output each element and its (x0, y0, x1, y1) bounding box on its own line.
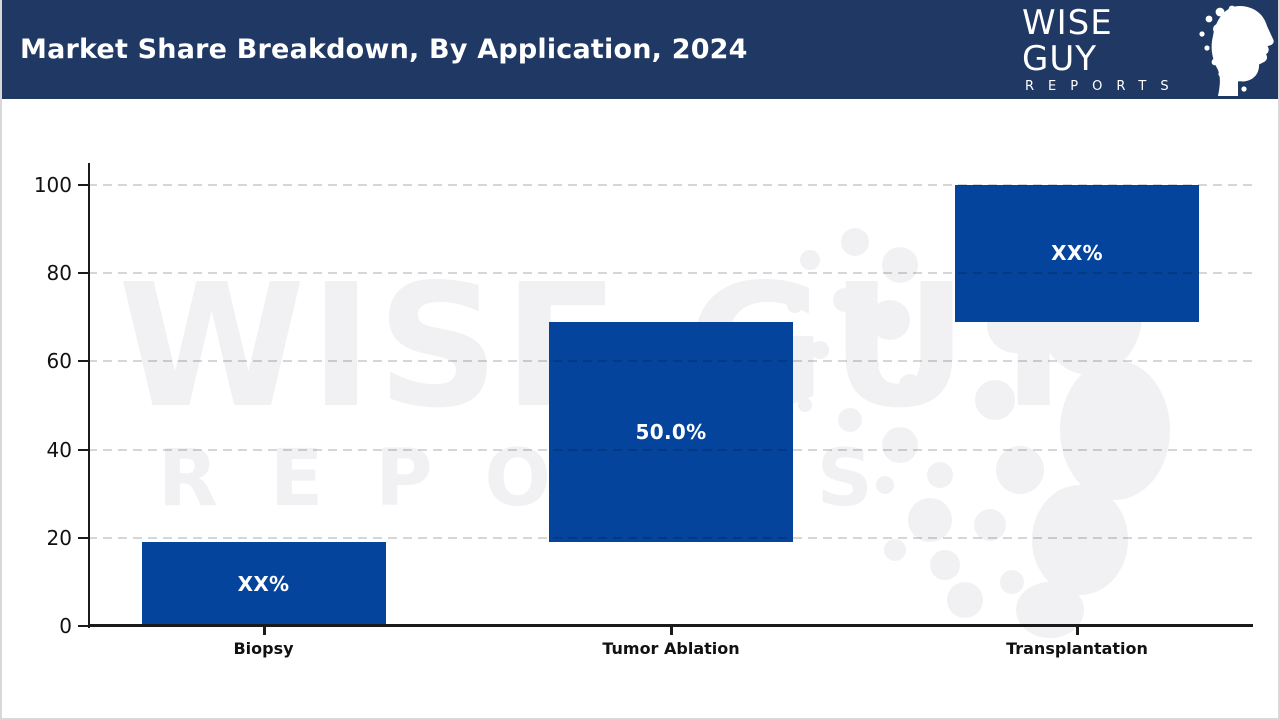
y-tick-label: 20 (46, 525, 72, 550)
header-bar: Market Share Breakdown, By Application, … (0, 0, 1280, 99)
y-tick-label: 60 (46, 349, 72, 374)
bar-value-label: XX% (237, 572, 290, 597)
y-tick (78, 272, 88, 275)
y-tick (78, 625, 88, 627)
bar-biopsy: XX% (141, 542, 386, 626)
x-tick (262, 627, 266, 635)
logo-subtitle: REPORTS (1025, 79, 1183, 94)
x-axis-category-label: Transplantation (1006, 639, 1148, 658)
y-tick (78, 536, 88, 539)
x-tick (1076, 627, 1079, 635)
bar-transplantation: XX% (955, 185, 1199, 322)
page-title: Market Share Breakdown, By Application, … (20, 34, 748, 65)
x-axis-category-label: Tumor Ablation (602, 639, 740, 658)
y-tick-label: 40 (46, 437, 72, 462)
logo: WISE GUY REPORTS (1022, 2, 1274, 97)
bar-value-label: XX% (1051, 241, 1103, 266)
logo-face-icon (1199, 5, 1274, 96)
y-tick-label: 100 (33, 173, 72, 197)
gridline-80 (88, 272, 1253, 275)
y-tick (78, 360, 88, 363)
logo-wordmark: WISE GUY (1022, 3, 1113, 79)
y-tick-label: 80 (46, 261, 72, 286)
x-tick (670, 627, 673, 635)
x-axis-line (88, 624, 1253, 627)
gridline-20 (88, 536, 1253, 539)
logo-text: WISE GUY REPORTS (1022, 5, 1192, 94)
y-axis-line (88, 163, 90, 628)
gridline-60 (88, 360, 1253, 363)
bar-value-label: 50.0% (635, 419, 707, 444)
bar-tumor-ablation: 50.0% (549, 321, 793, 543)
y-tick-label: 0 (59, 614, 72, 638)
y-tick (78, 184, 88, 186)
x-axis-category-label: Biopsy (233, 639, 294, 658)
gridline-100 (88, 184, 1253, 186)
y-tick (78, 448, 88, 451)
gridline-40 (88, 448, 1253, 451)
watermark-subtext: REPORTS (158, 434, 925, 524)
